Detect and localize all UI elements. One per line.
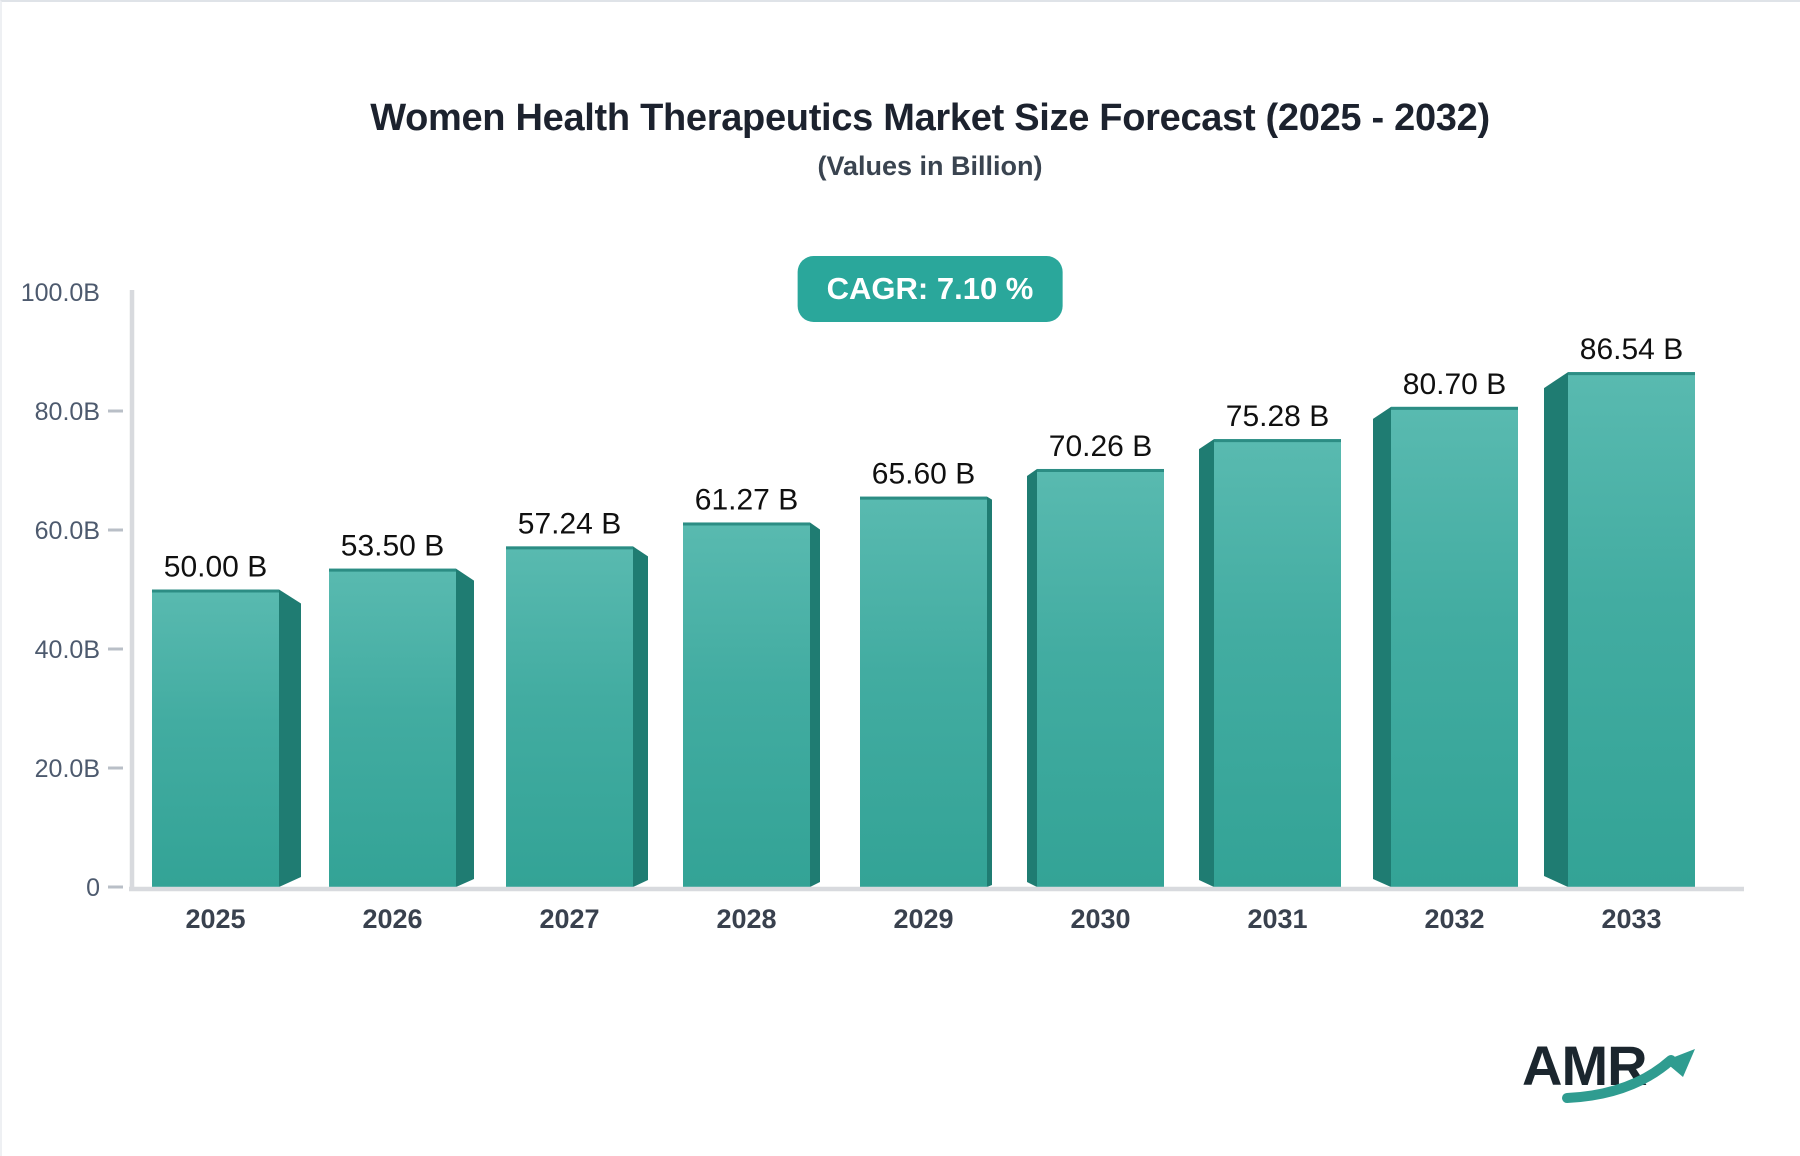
- cagr-badge: CAGR: 7.10 %: [797, 256, 1063, 322]
- year-label-2029: 2029: [893, 904, 953, 934]
- bar-side-2032: [1373, 406, 1391, 887]
- growth-arrow-icon: [1562, 1049, 1695, 1103]
- y-tick-label-20.0B: 20.0B: [35, 755, 100, 783]
- bar-side-2027: [633, 546, 648, 887]
- amr-logo: AMR: [1522, 1034, 1695, 1103]
- value-label-2030: 70.26 B: [1049, 430, 1152, 463]
- y-tick-label-60.0B: 60.0B: [35, 517, 100, 545]
- y-tick-label-0: 0: [86, 874, 100, 902]
- chart-title: Women Health Therapeutics Market Size Fo…: [370, 97, 1490, 139]
- bar-group-2025: 50.00 B 2025: [152, 551, 301, 934]
- bar-front-2031: [1214, 439, 1341, 887]
- bar-group-2027: 57.24 B 2027: [506, 507, 648, 934]
- chart-subtitle: (Values in Billion): [817, 151, 1043, 181]
- bar-group-2030: 70.26 B 2030: [1027, 430, 1164, 934]
- value-label-2031: 75.28 B: [1226, 400, 1329, 433]
- year-label-2026: 2026: [362, 904, 422, 934]
- bar-front-2025: [152, 589, 279, 887]
- year-label-2025: 2025: [185, 904, 245, 934]
- value-label-2032: 80.70 B: [1403, 368, 1506, 401]
- bar-front-2033: [1568, 372, 1695, 887]
- value-label-2033: 86.54 B: [1580, 333, 1683, 366]
- bar-group-2033: 86.54 B 2033: [1544, 333, 1695, 934]
- bar-front-2032: [1391, 406, 1518, 887]
- y-tick-label-80.0B: 80.0B: [35, 398, 100, 426]
- bar-front-2029: [860, 496, 987, 887]
- year-label-2028: 2028: [716, 904, 776, 934]
- value-label-2027: 57.24 B: [518, 507, 621, 540]
- bar-side-2030: [1027, 468, 1037, 887]
- bar-side-2028: [810, 522, 820, 887]
- bar-front-2028: [683, 522, 810, 887]
- y-tick-label-100.0B: 100.0B: [21, 279, 100, 307]
- value-label-2025: 50.00 B: [164, 551, 267, 584]
- bar-side-2029: [987, 496, 992, 887]
- bar-group-2032: 80.70 B 2032: [1373, 368, 1518, 934]
- bar-front-2027: [506, 546, 633, 887]
- bar-side-2031: [1199, 439, 1214, 887]
- year-label-2033: 2033: [1601, 904, 1661, 934]
- bar-group-2028: 61.27 B 2028: [683, 483, 820, 934]
- year-label-2031: 2031: [1247, 904, 1307, 934]
- value-label-2026: 53.50 B: [341, 530, 444, 563]
- value-label-2029: 65.60 B: [872, 458, 975, 491]
- bar-side-2033: [1544, 372, 1568, 887]
- bar-front-2026: [329, 568, 456, 887]
- value-label-2028: 61.27 B: [695, 483, 798, 516]
- bar-side-2025: [279, 589, 301, 887]
- year-label-2027: 2027: [539, 904, 599, 934]
- year-label-2030: 2030: [1070, 904, 1130, 934]
- bar-group-2031: 75.28 B 2031: [1199, 400, 1341, 934]
- bar-front-2030: [1037, 468, 1164, 887]
- bar-side-2026: [456, 568, 474, 887]
- bar-group-2029: 65.60 B 2029: [860, 458, 992, 934]
- year-label-2032: 2032: [1424, 904, 1484, 934]
- bar-group-2026: 53.50 B 2026: [329, 530, 474, 934]
- y-tick-label-40.0B: 40.0B: [35, 636, 100, 664]
